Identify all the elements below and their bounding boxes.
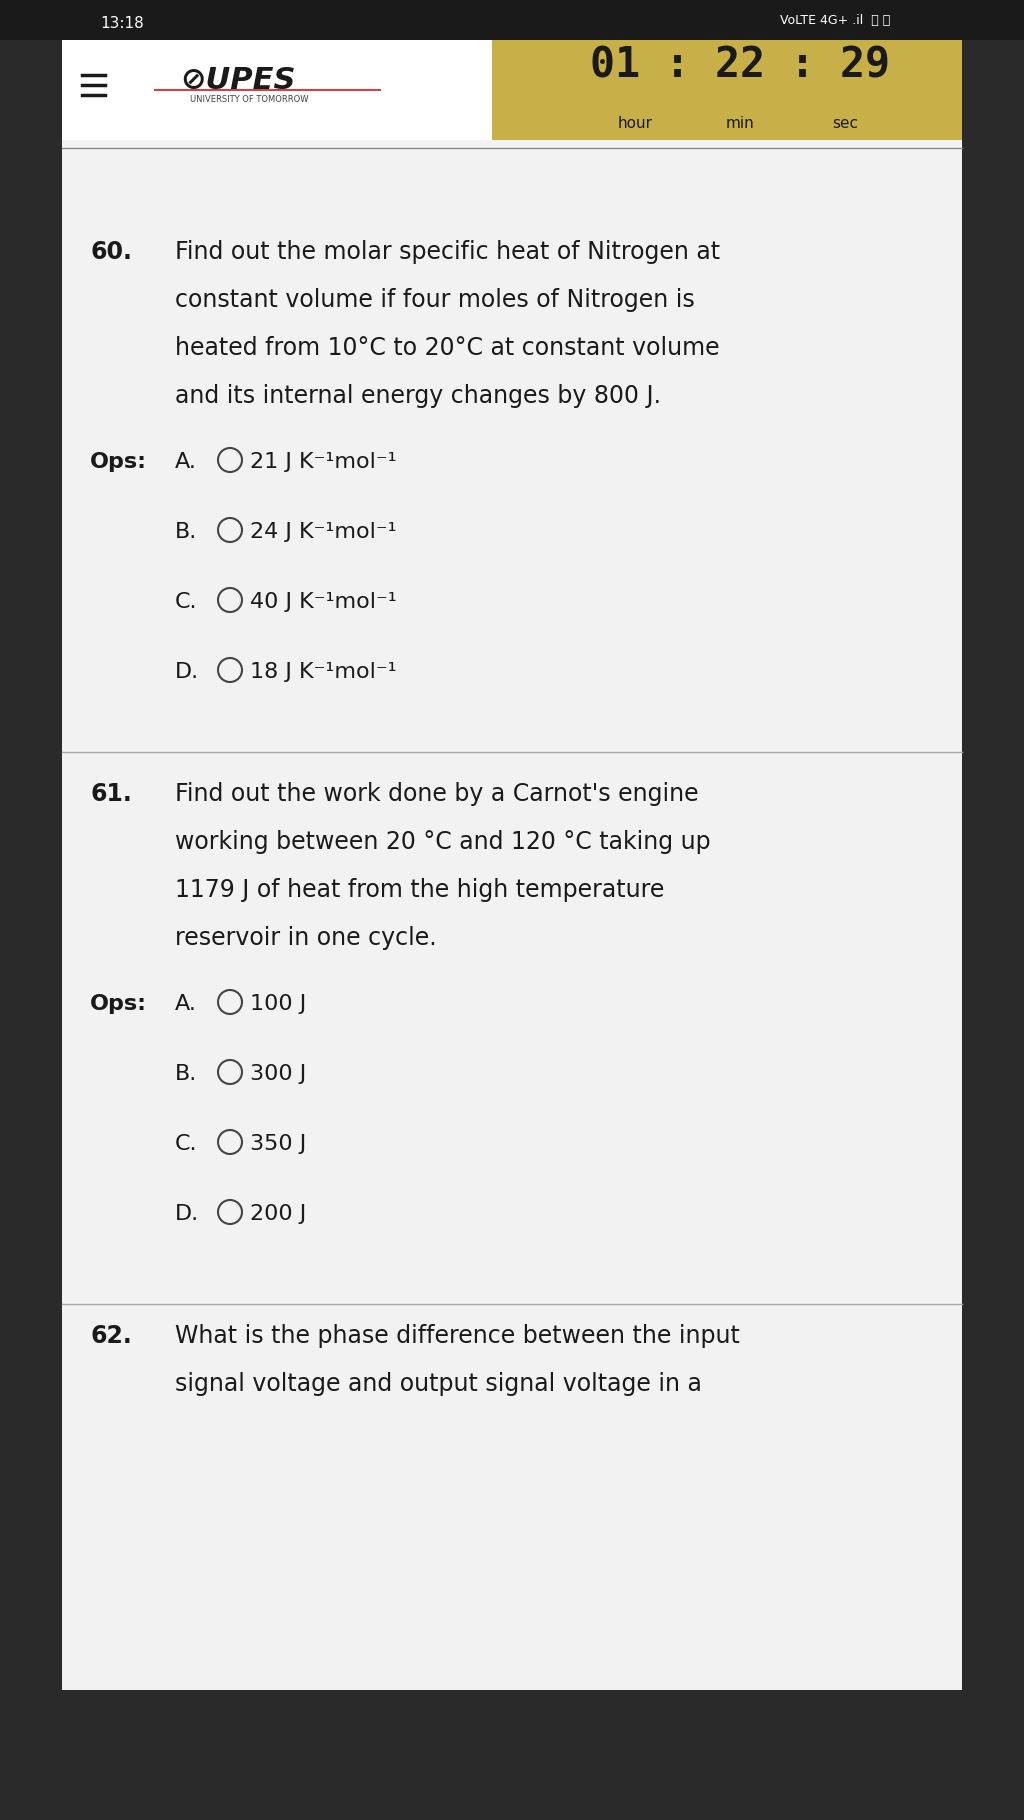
Text: B.: B.	[175, 522, 198, 542]
Text: C.: C.	[175, 1134, 198, 1154]
Text: B.: B.	[175, 1065, 198, 1085]
Text: 60.: 60.	[90, 240, 132, 264]
Text: constant volume if four moles of Nitrogen is: constant volume if four moles of Nitroge…	[175, 288, 694, 311]
FancyBboxPatch shape	[0, 0, 1024, 40]
Text: signal voltage and output signal voltage in a: signal voltage and output signal voltage…	[175, 1372, 701, 1396]
FancyBboxPatch shape	[62, 9, 492, 140]
Text: Find out the work done by a Carnot's engine: Find out the work done by a Carnot's eng…	[175, 783, 698, 806]
Text: A.: A.	[175, 451, 197, 471]
Text: 1179 J of heat from the high temperature: 1179 J of heat from the high temperature	[175, 877, 665, 903]
Text: 200 J: 200 J	[250, 1205, 306, 1225]
Text: 13:18: 13:18	[100, 16, 143, 31]
Text: heated from 10°C to 20°C at constant volume: heated from 10°C to 20°C at constant vol…	[175, 337, 720, 360]
Text: min: min	[726, 115, 755, 131]
Text: and its internal energy changes by 800 J.: and its internal energy changes by 800 J…	[175, 384, 662, 408]
FancyBboxPatch shape	[492, 9, 962, 140]
Text: A.: A.	[175, 994, 197, 1014]
Text: sec: sec	[831, 115, 858, 131]
Text: D.: D.	[175, 1205, 199, 1225]
Text: Find out the molar specific heat of Nitrogen at: Find out the molar specific heat of Nitr…	[175, 240, 720, 264]
Text: 62.: 62.	[90, 1323, 132, 1349]
Text: 40 J K⁻¹mol⁻¹: 40 J K⁻¹mol⁻¹	[250, 592, 396, 612]
Text: UNIVERSITY OF TOMORROW: UNIVERSITY OF TOMORROW	[190, 95, 308, 104]
Text: C.: C.	[175, 592, 198, 612]
Text: 18 J K⁻¹mol⁻¹: 18 J K⁻¹mol⁻¹	[250, 662, 396, 682]
FancyBboxPatch shape	[62, 29, 962, 1691]
Text: reservoir in one cycle.: reservoir in one cycle.	[175, 926, 436, 950]
Text: 350 J: 350 J	[250, 1134, 306, 1154]
Text: Ops:: Ops:	[90, 994, 147, 1014]
Text: D.: D.	[175, 662, 199, 682]
Text: 61.: 61.	[90, 783, 132, 806]
Text: working between 20 °C and 120 °C taking up: working between 20 °C and 120 °C taking …	[175, 830, 711, 854]
Text: ⊘UPES: ⊘UPES	[180, 66, 296, 95]
Text: 300 J: 300 J	[250, 1065, 306, 1085]
Text: 21 J K⁻¹mol⁻¹: 21 J K⁻¹mol⁻¹	[250, 451, 396, 471]
Text: 01 : 22 : 29: 01 : 22 : 29	[590, 44, 890, 86]
Text: Ops:: Ops:	[90, 451, 147, 471]
Text: VoLTE 4G+ .il  🔋 🟢: VoLTE 4G+ .il 🔋 🟢	[780, 13, 890, 27]
Text: 24 J K⁻¹mol⁻¹: 24 J K⁻¹mol⁻¹	[250, 522, 396, 542]
Text: hour: hour	[617, 115, 652, 131]
Text: What is the phase difference between the input: What is the phase difference between the…	[175, 1323, 740, 1349]
Text: 100 J: 100 J	[250, 994, 306, 1014]
